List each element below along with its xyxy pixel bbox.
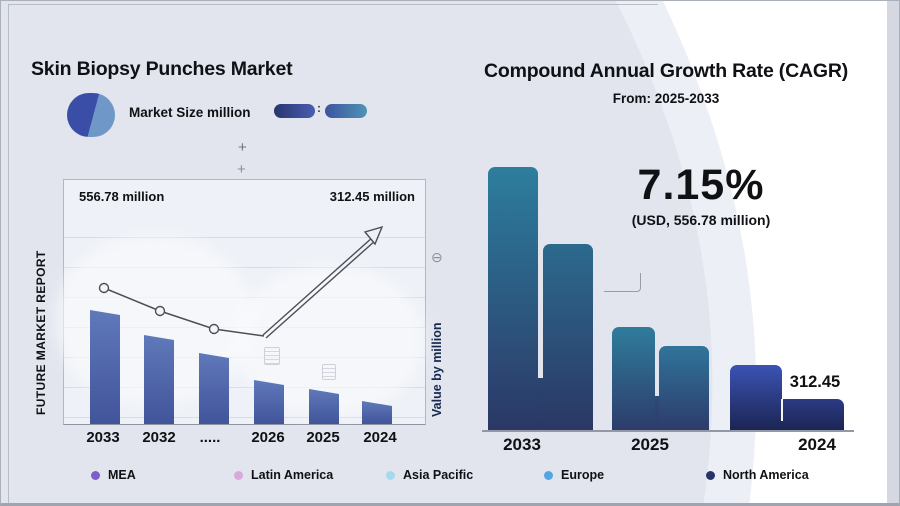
document-watermark-icon [264, 347, 280, 365]
bar-group-2033 [488, 167, 593, 431]
bar-2033-b [543, 244, 593, 431]
x-label-2033: 2033 [86, 429, 120, 446]
legend-item-mea: MEA [91, 467, 136, 483]
bar-2024 [362, 401, 392, 424]
bar-2033-merge [538, 378, 543, 431]
plus-icon: + [237, 161, 246, 178]
plus-icon: + [238, 139, 247, 156]
cagr-value: 7.15% [637, 161, 765, 209]
x-axis-line [482, 430, 854, 432]
legend-dot [706, 470, 715, 480]
x-label-2026: 2026 [251, 429, 285, 446]
x-label-2033: 2033 [503, 435, 541, 454]
bar-group-2025 [612, 327, 709, 431]
annotation-value-left: 556.78 million [79, 189, 165, 204]
bar-2025-a [612, 327, 655, 431]
legend-dot [544, 470, 553, 480]
legend-item-europe: Europe [544, 467, 604, 483]
capsule-icon [67, 93, 115, 137]
legend-item-north-america: North America [706, 467, 809, 483]
legend-dot [386, 470, 395, 480]
frame-line-horizontal [8, 4, 658, 5]
document-watermark-icon [322, 364, 336, 380]
bar-2024-b [782, 399, 844, 431]
legend-label: Europe [561, 468, 605, 482]
bar-2033-a [488, 167, 538, 431]
x-label-2024: 2024 [363, 429, 397, 446]
cagr-detail: (USD, 556.78 million) [631, 212, 771, 228]
bar-2025-b [659, 346, 709, 431]
x-label-2024: 2024 [798, 435, 836, 454]
legend-label: Asia Pacific [403, 468, 474, 482]
market-size-label: Market Size million [129, 105, 251, 120]
legend-label: Latin America [251, 468, 334, 482]
x-label-dots: ..... [199, 429, 221, 446]
bar-2032 [144, 335, 174, 424]
x-label-2025: 2025 [631, 435, 669, 454]
cagr-subtitle: From: 2025-2033 [612, 91, 720, 106]
legend-item-asia-pacific: Asia Pacific [386, 467, 473, 483]
bar-dots [199, 353, 229, 424]
frame-line-vertical [8, 4, 9, 503]
minus-circle-icon: ⊖ [431, 249, 443, 265]
x-label-2025: 2025 [306, 429, 340, 446]
right-edge-strip [887, 1, 899, 503]
legend-dot [91, 470, 100, 480]
trend-line-arrow [98, 225, 384, 339]
future-market-report-label: FUTURE MARKET REPORT [34, 250, 48, 415]
bar-value-312: 312.45 [789, 373, 841, 391]
y-axis-label: Value by million [430, 322, 444, 417]
bar-group-2024 [730, 365, 844, 431]
bar-2026 [254, 380, 284, 424]
x-label-2032: 2032 [142, 429, 176, 446]
colon-separator: : [317, 101, 321, 115]
page-title: Skin Biopsy Punches Market [31, 58, 293, 80]
bar-2025 [309, 389, 339, 424]
bar-2033 [90, 310, 120, 424]
pill-icon-dark [274, 104, 315, 118]
bracket-decoration [604, 273, 641, 292]
bar-2025-merge [655, 396, 659, 431]
bar-2024-a [730, 365, 782, 431]
legend-dot [234, 470, 243, 480]
legend-item-latin-america: Latin America [234, 467, 333, 483]
bar-2024-notch [781, 399, 783, 421]
market-size-chart-panel: 556.78 million 312.45 million [54, 179, 426, 425]
pill-icon-teal [325, 104, 367, 118]
annotation-value-right: 312.45 million [329, 189, 415, 204]
legend-label: MEA [108, 468, 136, 482]
cagr-title: Compound Annual Growth Rate (CAGR) [483, 60, 849, 82]
legend-label: North America [723, 468, 809, 482]
